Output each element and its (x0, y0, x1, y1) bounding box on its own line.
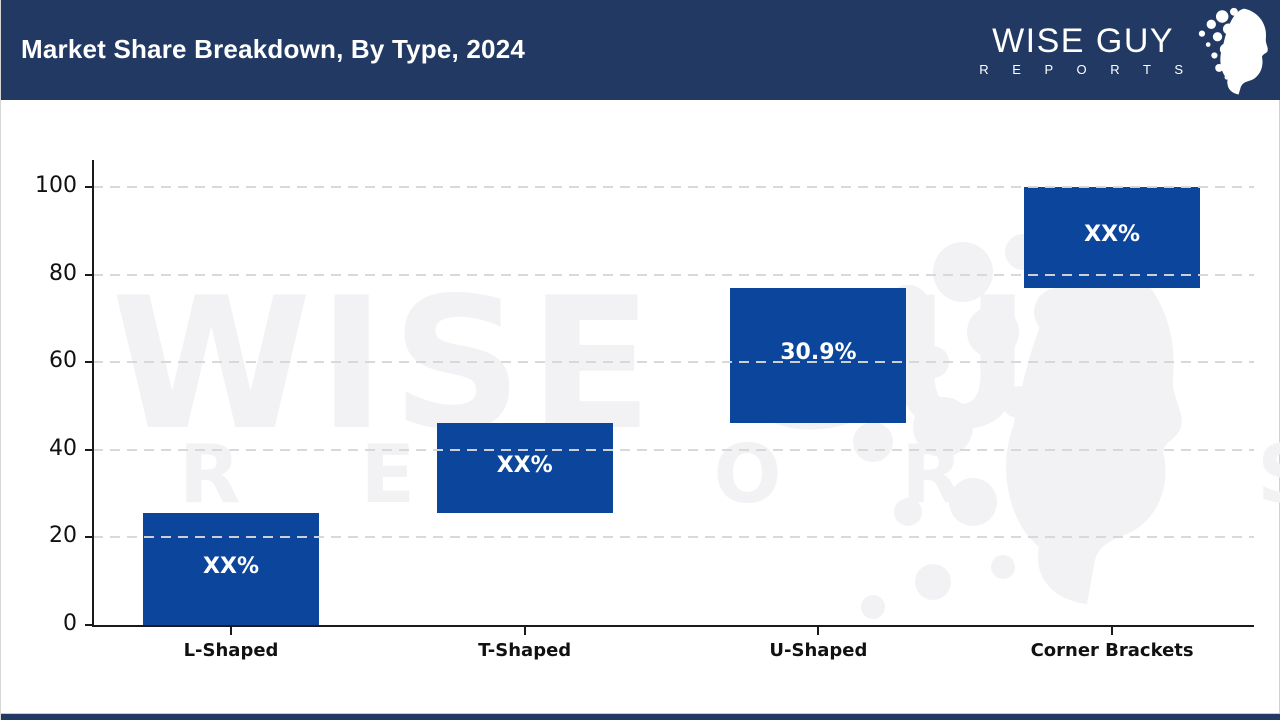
logo-wordmark: WISE GUY (992, 22, 1175, 60)
x-axis-line (92, 625, 1254, 627)
bar-corner-brackets[interactable] (1024, 187, 1201, 288)
gridline-60 (93, 361, 1254, 364)
bar-value-label: XX% (496, 452, 553, 478)
footer-divider (1, 713, 1280, 714)
y-axis-line (92, 160, 94, 627)
x-category-label-1: T-Shaped (478, 640, 572, 661)
y-tick-80 (85, 273, 93, 276)
plot-area: XX% XX% 30.9% XX% 0 20 40 60 80 100 L-Shaped T-Sh… (1, 100, 1280, 713)
bar-t-shaped[interactable] (436, 423, 613, 513)
x-category-label-0: L-Shaped (183, 640, 279, 661)
gridline-40 (93, 448, 1254, 451)
x-tick-1 (523, 627, 526, 635)
x-category-label-3: Corner Brackets (1030, 640, 1194, 661)
y-tick-label-20: 20 (49, 523, 77, 549)
y-tick-40 (85, 448, 93, 451)
bar-u-shaped[interactable] (730, 287, 907, 424)
gridline-80 (93, 273, 1254, 276)
y-tick-label-0: 0 (63, 611, 77, 636)
wiseguy-head-icon (1198, 7, 1268, 95)
bar-value-label: XX% (203, 553, 259, 579)
y-tick-0 (85, 624, 93, 626)
bar-l-shaped[interactable] (143, 512, 319, 625)
x-tick-0 (230, 627, 232, 635)
y-tick-label-60: 60 (49, 348, 77, 374)
gridline-100 (93, 186, 1254, 188)
page-title: Market Share Breakdown, By Type, 2024 (21, 34, 526, 64)
y-tick-100 (85, 186, 93, 188)
bar-value-label: 30.9% (780, 340, 857, 366)
wiseguy-logo: WISE GUY R E P O R T S (979, 0, 1271, 100)
x-category-label-2: U-Shaped (769, 640, 868, 661)
gridline-20 (93, 536, 1254, 539)
header-bar: Market Share Breakdown, By Type, 2024 WI… (1, 0, 1280, 100)
y-tick-20 (85, 536, 93, 539)
y-tick-label-40: 40 (49, 435, 77, 461)
bar-value-label: XX% (1084, 222, 1141, 248)
x-tick-2 (817, 627, 820, 635)
x-tick-3 (1111, 627, 1114, 635)
logo-subtitle: R E P O R T S (979, 62, 1193, 77)
footer-bar (1, 714, 1280, 720)
y-tick-60 (85, 361, 93, 364)
y-tick-label-80: 80 (49, 260, 77, 286)
y-tick-label-100: 100 (35, 173, 77, 198)
